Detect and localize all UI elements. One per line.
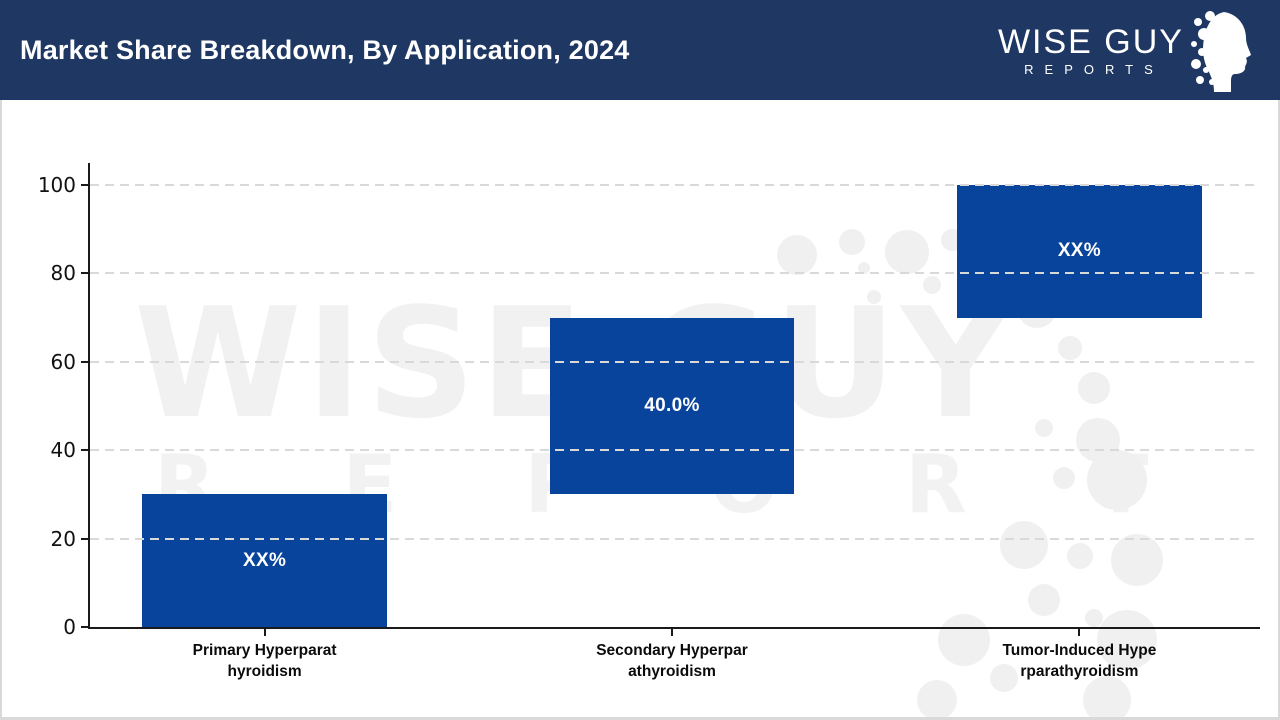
page-title: Market Share Breakdown, By Application, …: [20, 34, 630, 65]
y-tick-label-100: 100: [37, 173, 76, 197]
category-label-line: Secondary Hyperpar: [596, 642, 748, 659]
y-tick-40: [81, 449, 88, 452]
x-tick-1: [263, 629, 266, 636]
bar-segment-3: XX%: [957, 185, 1202, 318]
logo-wordmark-sub: REPORTS: [1024, 61, 1164, 77]
y-tick-label-80: 80: [50, 261, 76, 286]
category-label-3: Tumor-Induced Hype rparathyroidism: [919, 640, 1239, 682]
y-tick-80: [81, 272, 88, 275]
y-tick-label-20: 20: [50, 526, 76, 551]
y-tick-label-0: 0: [63, 615, 76, 639]
bar-value-label-1: XX%: [243, 549, 287, 571]
category-label-2: Secondary Hyperpar athyroidism: [512, 640, 832, 682]
header-bar: Market Share Breakdown, By Application, …: [0, 0, 1280, 100]
gridline-80: [90, 272, 1254, 275]
x-tick-3: [1078, 629, 1081, 636]
y-tick-60: [81, 360, 88, 363]
bar-value-label-2: 40.0%: [644, 394, 700, 416]
x-axis-spine: [88, 627, 1260, 629]
y-tick-label-40: 40: [50, 438, 76, 463]
category-label-1: Primary Hyperparat hyroidism: [105, 640, 425, 682]
category-label-line: athyroidism: [628, 663, 716, 680]
gridline-60: [90, 360, 1254, 363]
bar-segment-2: 40.0%: [549, 317, 795, 495]
x-tick-2: [671, 629, 673, 636]
logo-face-icon: [1191, 11, 1251, 92]
y-tick-100: [81, 184, 88, 186]
gridline-40: [90, 449, 1254, 452]
chart-panel: WISE GUY R E P O R T S XX%40.0%XX% 02040…: [0, 100, 1280, 720]
wiseguy-logo: WISE GUY REPORTS: [998, 8, 1252, 92]
gridline-100: [90, 184, 1254, 186]
y-tick-label-60: 60: [50, 349, 76, 374]
bar-segment-1: XX%: [142, 494, 387, 627]
category-label-line: hyroidism: [227, 663, 302, 680]
logo-wordmark-main: WISE GUY: [997, 22, 1184, 61]
category-label-line: Primary Hyperparat: [192, 642, 337, 659]
y-axis-spine: [88, 163, 90, 629]
gridline-20: [90, 537, 1254, 540]
logo-wordmark: WISE GUY REPORTS: [998, 24, 1184, 77]
y-tick-0: [81, 626, 88, 628]
category-label-line: rparathyroidism: [1020, 663, 1139, 680]
bar-value-label-3: XX%: [1057, 240, 1101, 262]
category-label-line: Tumor-Induced Hype: [1002, 642, 1157, 659]
y-tick-20: [81, 537, 88, 540]
